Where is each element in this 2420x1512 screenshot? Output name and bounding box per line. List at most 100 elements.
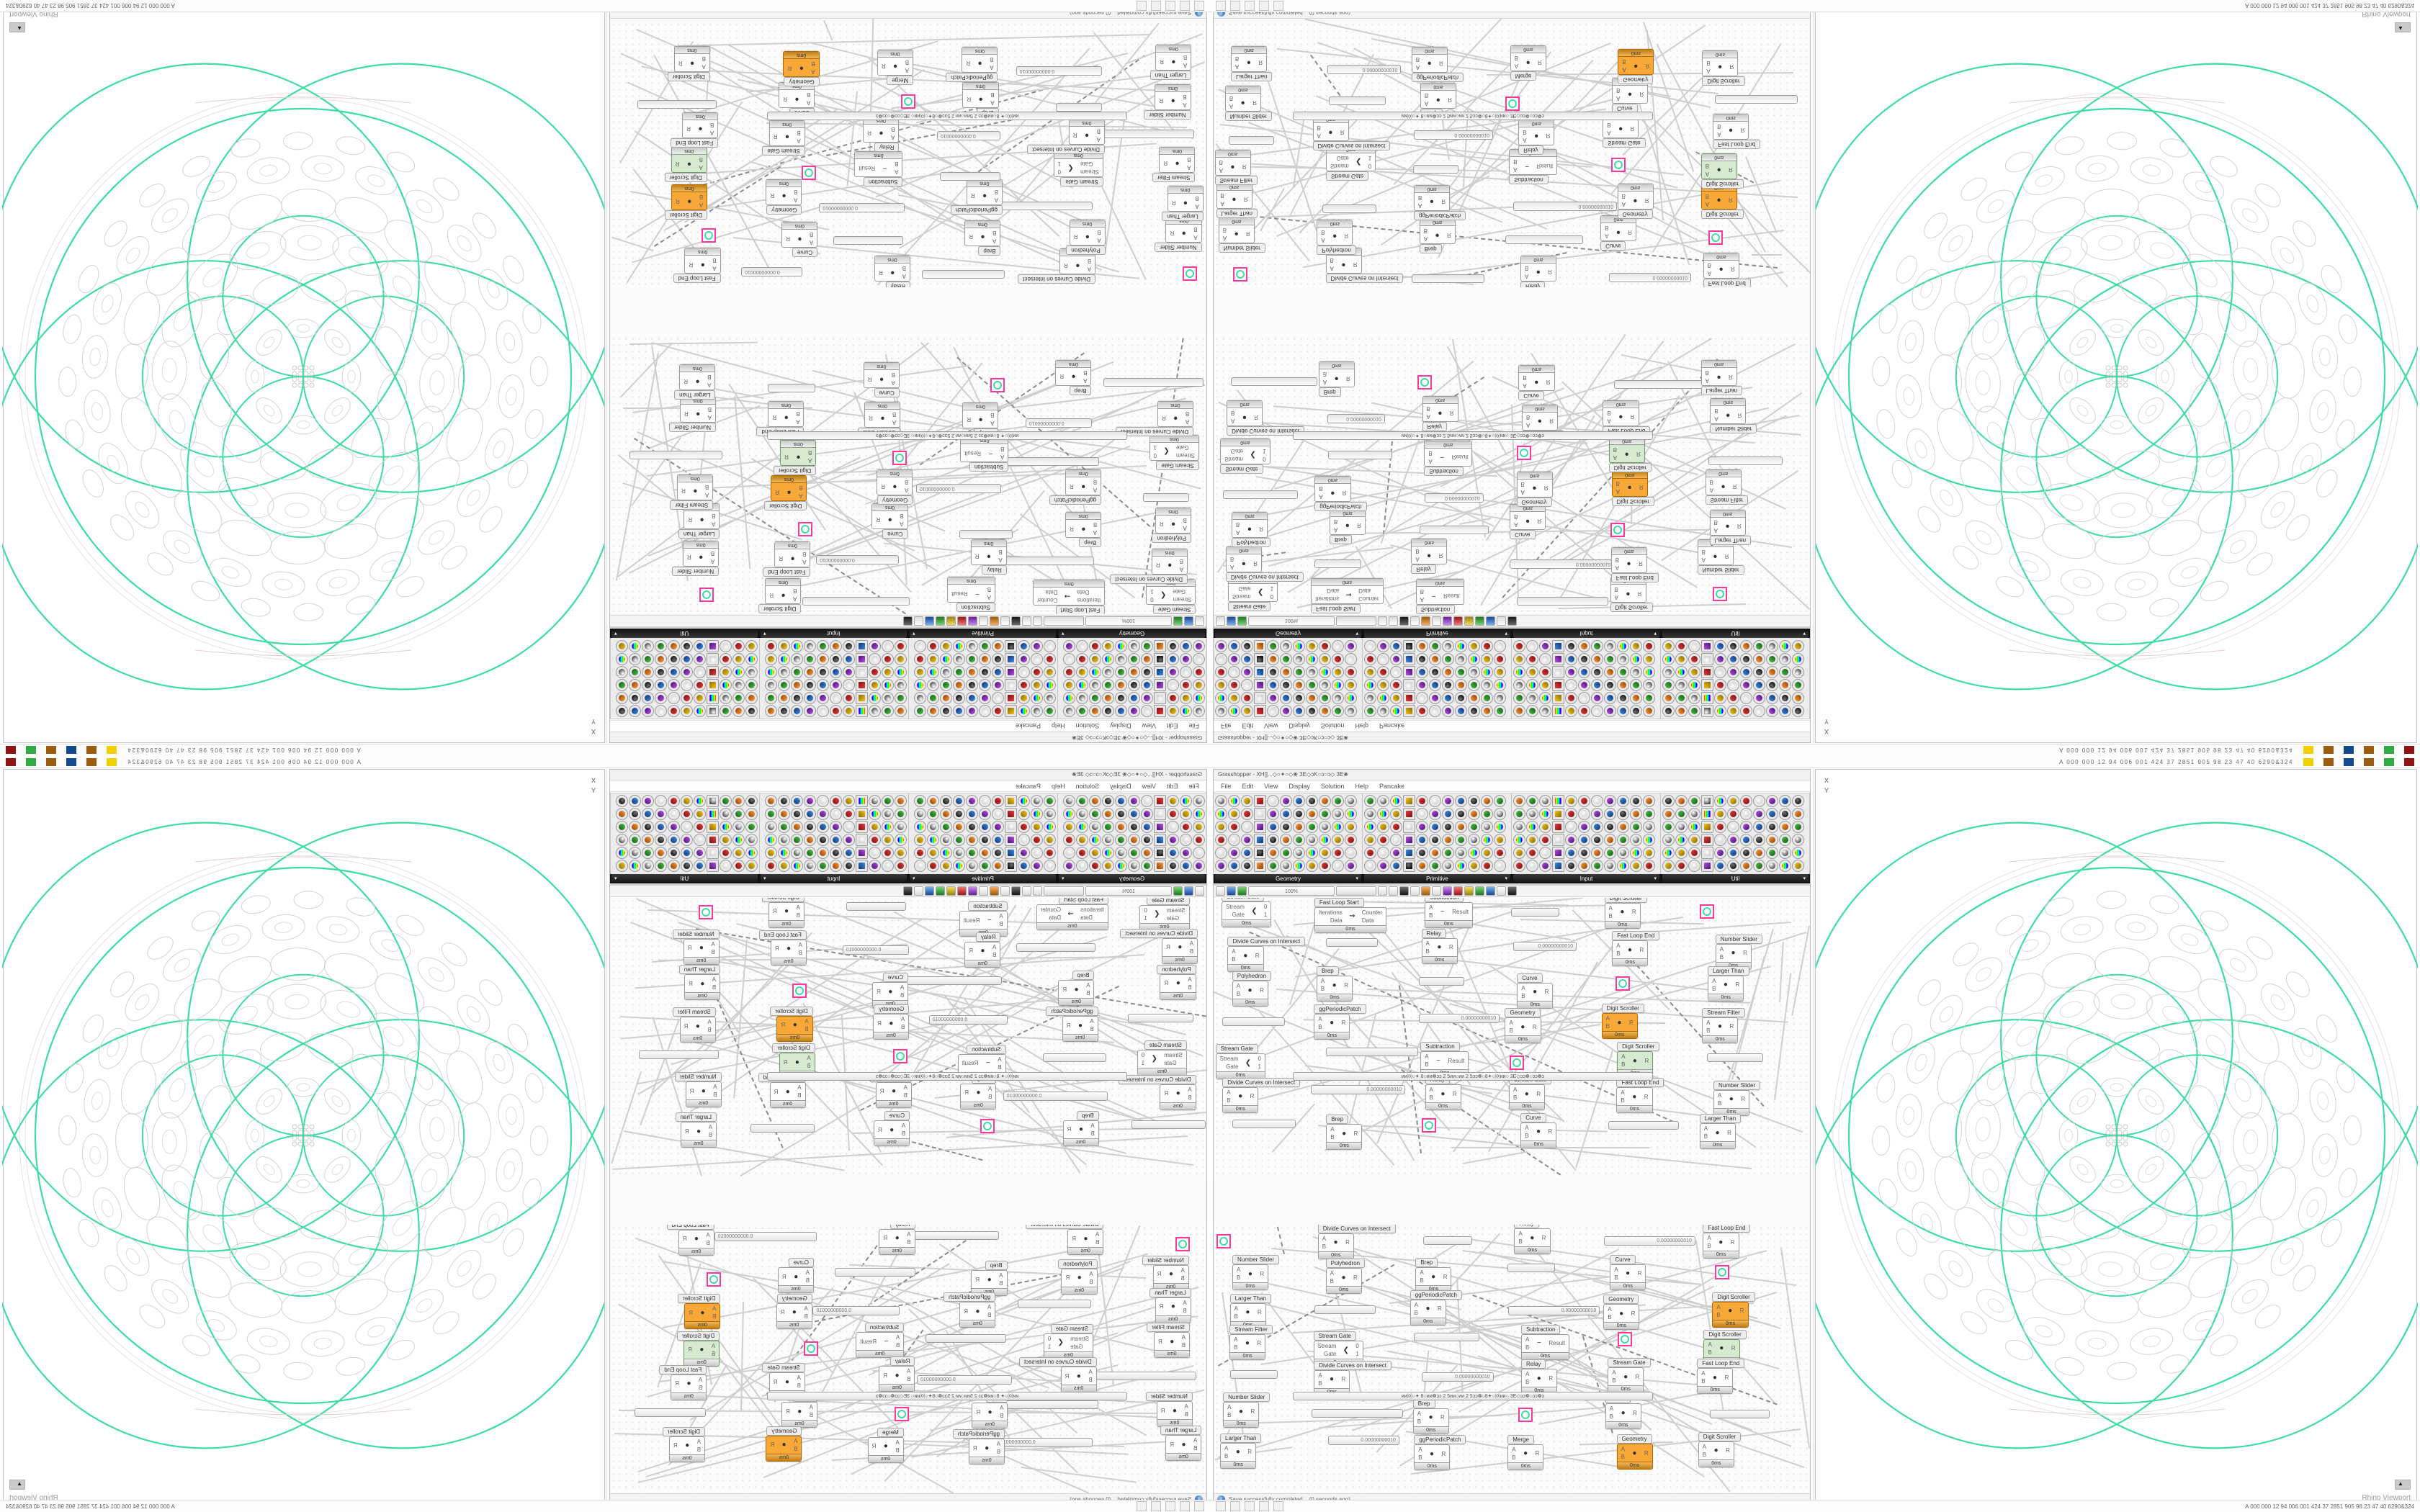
error-icon[interactable]	[957, 886, 967, 896]
component-icon[interactable]	[681, 705, 693, 717]
node-output-label[interactable]: Data	[1358, 587, 1371, 594]
panel-bar[interactable]	[1419, 525, 1489, 534]
component-icon[interactable]	[1429, 705, 1441, 717]
component-icon[interactable]	[1018, 692, 1030, 704]
node-input-label[interactable]: B	[805, 1025, 809, 1032]
node-input-label[interactable]: B	[1234, 1344, 1238, 1351]
node-input-label[interactable]: B	[797, 1092, 802, 1099]
tray-monitor-icon[interactable]	[1194, 1, 1204, 11]
node-input-label[interactable]: A	[1717, 130, 1721, 138]
component-icon[interactable]	[869, 808, 881, 820]
open-file-icon[interactable]	[1227, 886, 1236, 896]
component-icon[interactable]	[791, 860, 803, 872]
component-icon[interactable]	[616, 847, 628, 859]
color-swatch[interactable]	[990, 378, 1005, 393]
node-output-label[interactable]: R	[1644, 1057, 1649, 1064]
node-input-label[interactable]: A	[1716, 1303, 1721, 1310]
node-caption[interactable]: Geometry	[874, 1004, 910, 1014]
component-icon[interactable]	[1332, 834, 1344, 846]
node-input-label[interactable]: A	[987, 1085, 992, 1092]
node-input-label[interactable]: B	[707, 1027, 712, 1034]
component-icon[interactable]	[1468, 834, 1480, 846]
component-icon[interactable]	[745, 795, 758, 807]
node-output-label[interactable]: R	[1260, 986, 1264, 994]
component-icon[interactable]	[1565, 795, 1577, 807]
component-icon[interactable]	[732, 795, 745, 807]
node-input-label[interactable]: A	[1524, 272, 1529, 279]
node-output-label[interactable]: R	[1443, 1273, 1448, 1280]
component-icon[interactable]	[616, 705, 628, 717]
component-icon[interactable]	[1063, 692, 1075, 704]
component-icon[interactable]	[1280, 821, 1292, 833]
component-icon[interactable]	[1416, 653, 1428, 665]
redo-icon[interactable]	[1389, 886, 1398, 896]
node-input-label[interactable]: B	[902, 265, 907, 272]
component-icon[interactable]	[616, 679, 628, 691]
grasshopper-toolbar[interactable]: 100%	[1214, 885, 1810, 897]
component-icon[interactable]	[1753, 692, 1765, 704]
node-input-label[interactable]: A	[1417, 1410, 1422, 1417]
component-icon[interactable]	[1416, 692, 1428, 704]
component-icon[interactable]	[1727, 847, 1739, 859]
node-input-label[interactable]: A	[707, 1019, 712, 1026]
component-icon[interactable]	[1481, 808, 1493, 820]
component-icon[interactable]	[1044, 692, 1056, 704]
node-output-label[interactable]: R	[785, 1408, 790, 1415]
node-caption[interactable]: Stream Gate	[1220, 464, 1263, 474]
node-input-label[interactable]: A	[1612, 1369, 1616, 1377]
component-icon[interactable]	[720, 821, 732, 833]
component-icon[interactable]	[1766, 860, 1778, 872]
panel-bar[interactable]	[926, 1333, 1006, 1343]
node-output-label[interactable]: R	[1447, 231, 1451, 238]
node-output-label[interactable]: R	[1743, 950, 1747, 957]
node-input-label[interactable]: B	[796, 410, 800, 417]
node-output-label[interactable]: R	[1740, 127, 1745, 134]
node-caption[interactable]: Larger Than	[1220, 1433, 1262, 1443]
cluster-icon[interactable]	[1432, 886, 1441, 896]
tab-input[interactable]: Input	[761, 629, 907, 638]
component-icon[interactable]	[1779, 847, 1791, 859]
component-icon[interactable]	[1539, 666, 1551, 678]
component-icon[interactable]	[1345, 795, 1357, 807]
new-file-icon[interactable]	[1195, 886, 1204, 896]
component-icon[interactable]	[1604, 860, 1616, 872]
component-icon[interactable]	[1630, 679, 1642, 691]
component-icon[interactable]	[1578, 692, 1590, 704]
component-icon[interactable]	[856, 692, 868, 704]
node-input-label[interactable]: A	[1702, 1443, 1707, 1450]
component-icon[interactable]	[1345, 692, 1357, 704]
zoom-field[interactable]: 100%	[1085, 616, 1172, 626]
node-input-label[interactable]: B	[702, 55, 706, 63]
node-input-label[interactable]: B	[1608, 912, 1613, 919]
component-icon[interactable]	[720, 666, 732, 678]
component-icon[interactable]	[927, 705, 939, 717]
text-panel[interactable]: ии⒪○✦ 8○ии❁ɔɔ 2 5ии○ии 2 5ɔɔ❁○8✦○⒪ии○ 3E…	[767, 112, 1127, 121]
color-swatch[interactable]	[1516, 445, 1531, 460]
node-input-label[interactable]: A	[1232, 948, 1236, 955]
component-icon[interactable]	[1319, 692, 1331, 704]
component-icon[interactable]	[1643, 847, 1655, 859]
component-icon[interactable]	[1753, 821, 1765, 833]
node-caption[interactable]: Fast Loop Start	[1059, 898, 1109, 905]
component-icon[interactable]	[1578, 847, 1590, 859]
component-icon[interactable]	[1332, 679, 1344, 691]
node-output-label[interactable]: R	[1067, 1126, 1072, 1133]
panel-bar[interactable]	[1131, 1120, 1206, 1130]
panel-bar[interactable]	[1328, 96, 1386, 105]
component-icon[interactable]	[1018, 808, 1030, 820]
node-output-label[interactable]: R	[1639, 484, 1644, 491]
component-icon[interactable]	[869, 834, 881, 846]
component-icon[interactable]	[681, 860, 693, 872]
node-input-label[interactable]: B	[807, 449, 812, 456]
number-slider[interactable]: 0.00000000010	[1425, 492, 1484, 503]
component-icon[interactable]	[1578, 666, 1590, 678]
component-icon[interactable]	[1364, 692, 1376, 704]
